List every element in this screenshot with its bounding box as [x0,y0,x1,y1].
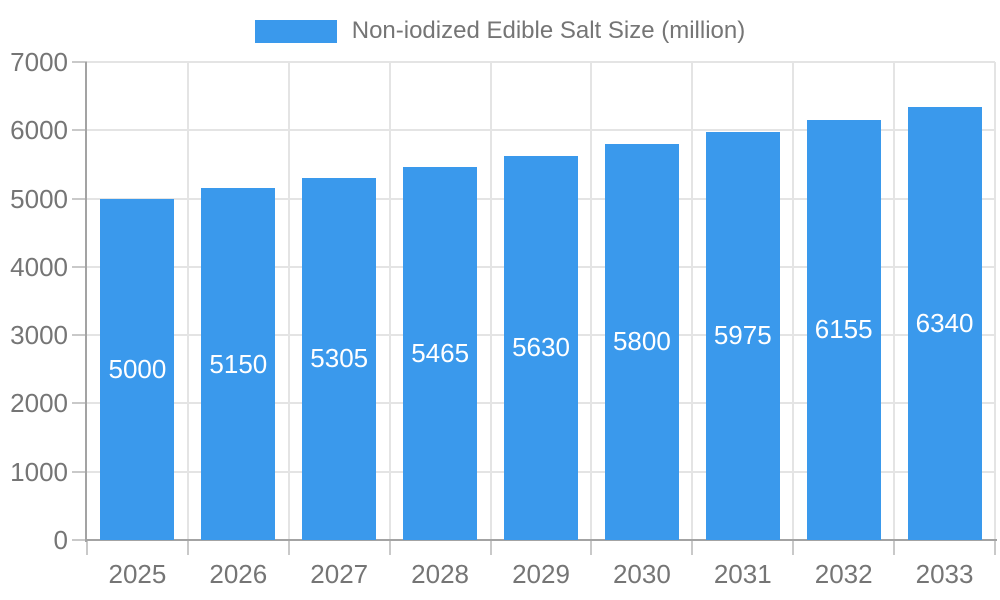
y-axis-tick [72,129,87,132]
bar[interactable]: 6155 [806,119,881,540]
x-axis-label: 2030 [612,559,671,589]
y-axis-label: 1000 [10,456,68,487]
y-axis-label: 3000 [10,320,68,351]
y-axis-tick [72,265,87,268]
bar[interactable]: 5630 [504,155,578,540]
v-gridline [691,62,694,540]
y-axis-tick [72,197,87,200]
y-axis-tick [72,61,87,63]
v-gridline [792,62,795,540]
chart-legend[interactable]: Non-iodized Edible Salt Size (million) [0,17,1000,45]
bar-value-label: 5975 [713,320,772,351]
y-axis-label: 6000 [10,115,68,146]
bar[interactable]: 6340 [907,107,982,540]
y-axis-label: 0 [53,525,68,555]
bar[interactable]: 5465 [403,166,478,540]
bar-value-label: 5800 [612,326,671,357]
x-axis-label: 2031 [713,559,772,589]
x-axis-tick [489,541,492,555]
y-axis-label: 4000 [10,251,68,282]
h-gridline [87,129,995,132]
x-axis-label: 2032 [814,559,873,589]
bar[interactable]: 5150 [201,188,276,540]
v-gridline [893,62,896,540]
legend-swatch [254,19,337,43]
legend-label: Non-iodized Edible Salt Size (million) [351,17,746,44]
y-axis-label: 7000 [10,47,68,77]
x-axis-tick [86,541,88,555]
x-axis-tick [792,541,795,555]
y-axis-tick [72,539,87,541]
bar[interactable]: 5305 [302,177,377,540]
bar-value-label: 5305 [310,343,369,374]
x-axis-tick [186,541,189,555]
bar-value-label: 5465 [411,337,470,368]
h-gridline [87,61,995,63]
y-axis-label: 2000 [10,388,68,419]
y-axis-tick [72,470,87,473]
v-gridline [186,62,189,540]
v-gridline [489,62,492,540]
y-axis-tick [72,334,87,337]
bar-value-label: 5000 [108,353,167,384]
x-axis-tick [287,541,290,555]
bar[interactable]: 5975 [705,131,780,540]
bar-value-label: 5630 [512,332,570,363]
x-axis-label: 2028 [411,559,470,589]
x-axis-tick [691,541,694,555]
x-axis-label: 2025 [108,559,167,589]
v-gridline [388,62,391,540]
x-axis-label: 2027 [310,559,369,589]
bar-value-label: 6155 [814,314,873,345]
x-axis-tick [994,541,996,555]
x-axis-tick [590,541,593,555]
v-gridline [287,62,290,540]
x-axis-label: 2029 [512,559,570,589]
v-gridline [590,62,593,540]
x-axis-line [85,539,997,541]
bar[interactable]: 5000 [100,198,175,540]
bar-value-label: 5150 [209,348,268,379]
x-axis-tick [893,541,896,555]
x-axis-label: 2026 [209,559,268,589]
y-axis-label: 5000 [10,183,68,214]
bar[interactable]: 5800 [604,143,679,540]
x-axis-tick [388,541,391,555]
v-gridline [994,62,996,540]
x-axis-label: 2033 [915,559,974,589]
y-axis-line [85,62,87,542]
y-axis-tick [72,402,87,405]
bar-value-label: 6340 [915,308,974,339]
